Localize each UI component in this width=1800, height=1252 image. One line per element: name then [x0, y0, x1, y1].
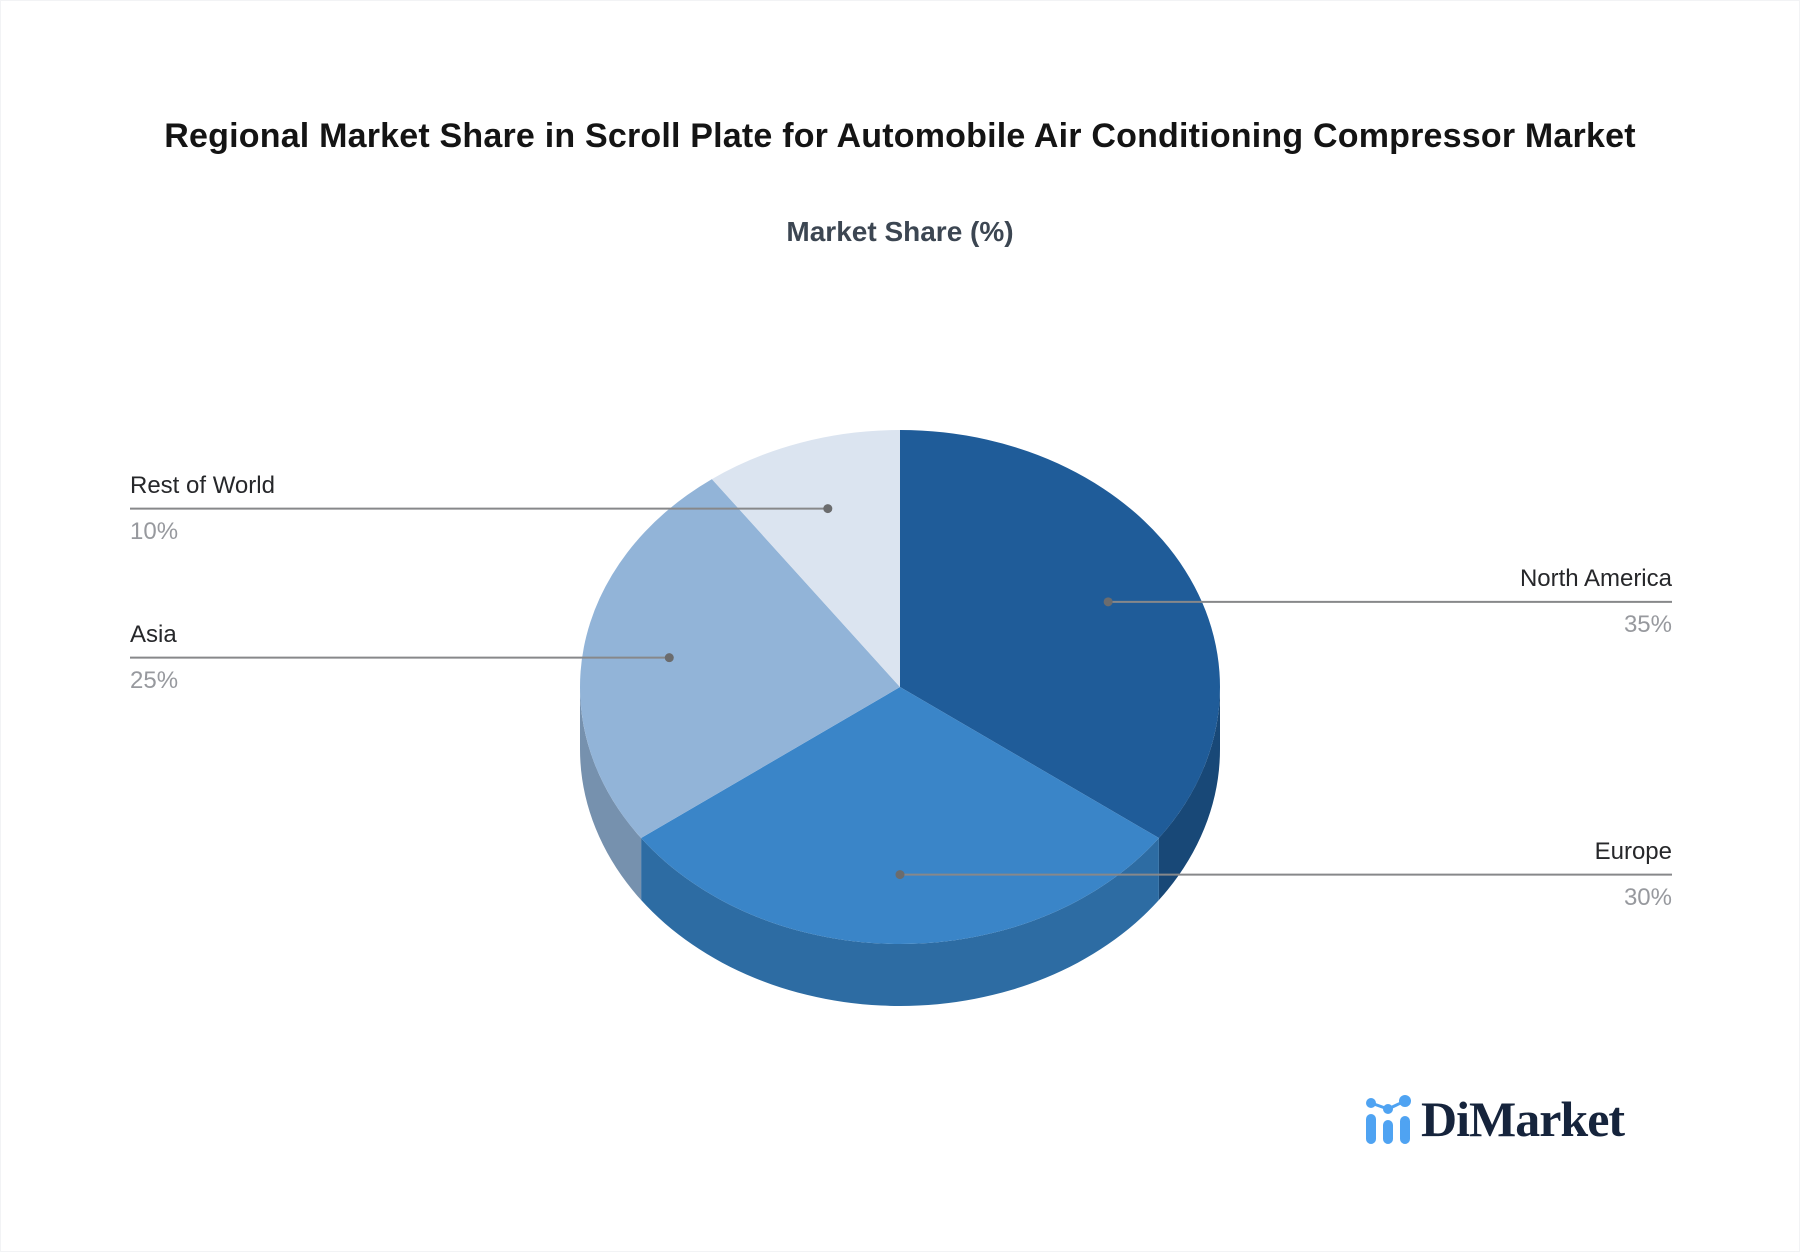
- leader-dot: [1103, 597, 1113, 607]
- bar-chart-trend-icon: [1366, 1095, 1411, 1144]
- slice-label: Asia: [130, 620, 177, 648]
- pie-slice-side: [641, 838, 1159, 1007]
- slice-label: Rest of World: [130, 471, 275, 499]
- pie-slice: [641, 687, 1159, 944]
- brand-logo: DiMarket: [1366, 1091, 1625, 1147]
- bar-chart-trend-icon-part: [1383, 1104, 1393, 1114]
- bar-chart-trend-icon-part: [1383, 1120, 1393, 1144]
- bar-chart-trend-icon-part: [1366, 1114, 1376, 1144]
- bar-chart-trend-icon-part: [1399, 1095, 1411, 1107]
- pie-slice: [900, 430, 1220, 839]
- chart-subtitle: Market Share (%): [786, 216, 1014, 247]
- bar-chart-trend-icon-part: [1400, 1116, 1410, 1144]
- slice-label: North America: [1519, 564, 1672, 592]
- pie-slice-side: [1158, 687, 1220, 901]
- pie-slice: [711, 430, 900, 687]
- pie-slice: [580, 479, 900, 839]
- bar-chart-trend-icon-part: [1366, 1098, 1376, 1108]
- pie-slice-side: [580, 687, 642, 901]
- slice-label: Europe: [1594, 837, 1672, 865]
- brand-name: DiMarket: [1421, 1091, 1625, 1147]
- slice-value: 35%: [1623, 610, 1672, 638]
- leader-dot: [895, 870, 905, 880]
- leader-dot: [664, 653, 674, 663]
- leader-dot: [823, 504, 833, 514]
- slice-value: 30%: [1623, 883, 1672, 911]
- chart-title: Regional Market Share in Scroll Plate fo…: [164, 117, 1636, 155]
- slice-value: 25%: [130, 666, 179, 694]
- slice-value: 10%: [130, 517, 179, 545]
